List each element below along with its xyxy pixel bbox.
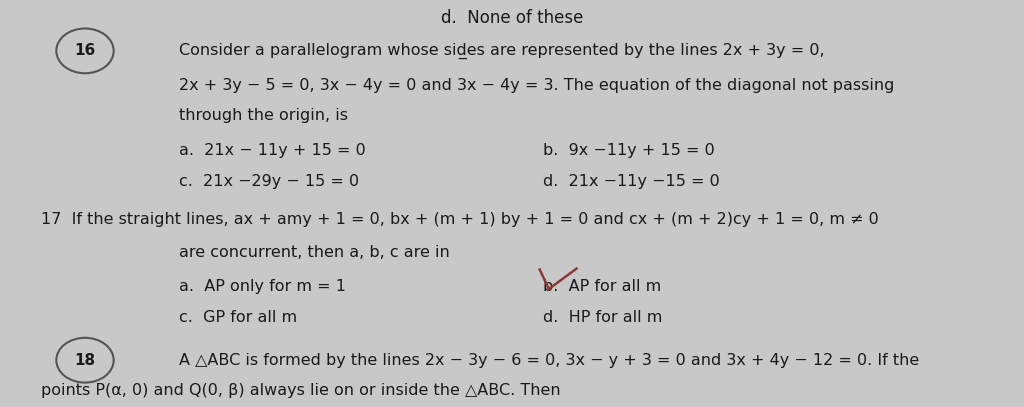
Text: b.  9x −11y + 15 = 0: b. 9x −11y + 15 = 0 — [543, 143, 715, 158]
Text: a.  21x − 11y + 15 = 0: a. 21x − 11y + 15 = 0 — [179, 143, 366, 158]
Text: c.  21x −29y − 15 = 0: c. 21x −29y − 15 = 0 — [179, 174, 359, 188]
Text: 17  If the straight lines, ax + amy + 1 = 0, bx + (m + 1) by + 1 = 0 and cx + (m: 17 If the straight lines, ax + amy + 1 =… — [41, 212, 879, 227]
Text: d.  None of these: d. None of these — [440, 9, 584, 27]
Text: a.  AP only for m = 1: a. AP only for m = 1 — [179, 280, 346, 294]
Text: are concurrent, then a, b, c are in: are concurrent, then a, b, c are in — [179, 245, 450, 260]
Text: 18: 18 — [75, 353, 95, 368]
Text: d.  21x −11y −15 = 0: d. 21x −11y −15 = 0 — [543, 174, 720, 188]
Text: points P(α, 0) and Q(0, β) always lie on or inside the △ABC. Then: points P(α, 0) and Q(0, β) always lie on… — [41, 383, 560, 398]
Text: through the origin, is: through the origin, is — [179, 109, 348, 123]
Text: d.  HP for all m: d. HP for all m — [543, 310, 663, 325]
Text: 2x + 3y − 5 = 0, 3x − 4y = 0 and 3x − 4y = 3. The equation of the diagonal not p: 2x + 3y − 5 = 0, 3x − 4y = 0 and 3x − 4y… — [179, 78, 895, 93]
Text: b.  AP for all m: b. AP for all m — [543, 280, 660, 294]
Text: Consider a parallelogram whose sid̲es are represented by the lines 2x + 3y = 0,: Consider a parallelogram whose sid̲es ar… — [179, 43, 824, 59]
Text: c.  GP for all m: c. GP for all m — [179, 310, 297, 325]
Text: A △ABC is formed by the lines 2x − 3y − 6 = 0, 3x − y + 3 = 0 and 3x + 4y − 12 =: A △ABC is formed by the lines 2x − 3y − … — [179, 353, 920, 368]
Text: 16: 16 — [75, 44, 95, 58]
